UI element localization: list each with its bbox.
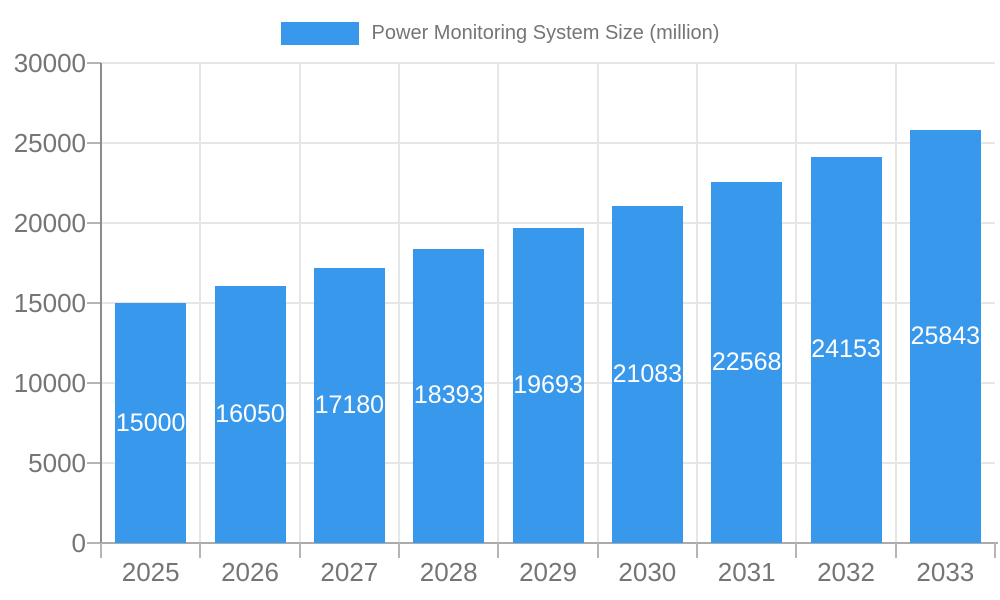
- y-tick-label: 15000: [13, 288, 86, 318]
- bar-value-label: 22568: [711, 347, 782, 376]
- bar-2026[interactable]: 16050: [214, 286, 286, 543]
- gridline-v: [795, 63, 798, 543]
- y-tick-label: 25000: [13, 128, 86, 158]
- bar-2025[interactable]: 15000: [115, 303, 187, 543]
- bar-value-label: 16050: [215, 400, 285, 429]
- gridline-v: [398, 63, 400, 543]
- gridline-v: [298, 63, 301, 543]
- legend-swatch: [280, 21, 359, 45]
- y-tick-label: 30000: [13, 48, 86, 78]
- x-tick-label-2025: 2025: [121, 557, 180, 587]
- x-tick-label-2033: 2033: [916, 557, 975, 587]
- gridline-h: [101, 222, 995, 224]
- x-tick-mark: [894, 543, 897, 558]
- x-axis-line: [101, 542, 998, 544]
- y-tick-mark: [87, 462, 101, 464]
- y-tick-label: 0: [71, 528, 86, 558]
- bar-value-label: 19693: [513, 370, 583, 399]
- x-tick-label-2026: 2026: [221, 557, 279, 587]
- x-tick-label-2030: 2030: [618, 557, 677, 587]
- y-tick-mark: [87, 302, 101, 304]
- y-tick-mark: [87, 542, 101, 544]
- y-tick-mark: [87, 222, 101, 224]
- x-tick-mark: [100, 543, 102, 558]
- legend[interactable]: Power Monitoring System Size (million): [0, 18, 1000, 48]
- x-tick-mark: [199, 543, 202, 558]
- y-tick-label: 20000: [13, 208, 86, 238]
- gridline-v: [199, 63, 202, 543]
- bar-2028[interactable]: 18393: [413, 248, 485, 543]
- x-tick-mark: [596, 543, 599, 558]
- x-tick-mark: [696, 543, 698, 558]
- x-tick-label-2031: 2031: [717, 557, 776, 587]
- gridline-h: [101, 142, 995, 144]
- x-tick-mark: [298, 543, 301, 558]
- legend-label: Power Monitoring System Size (million): [371, 21, 720, 44]
- x-tick-mark: [398, 543, 400, 558]
- x-tick-label-2027: 2027: [320, 557, 379, 587]
- x-tick-label-2028: 2028: [419, 557, 478, 587]
- bar-value-label: 24153: [811, 335, 881, 364]
- x-tick-mark: [994, 543, 996, 558]
- bar-2027[interactable]: 17180: [313, 268, 385, 543]
- x-tick-mark: [497, 543, 500, 558]
- x-tick-label-2029: 2029: [519, 557, 577, 587]
- y-axis-line: [100, 63, 102, 543]
- x-tick-label-2032: 2032: [817, 557, 875, 587]
- y-tick-label: 10000: [13, 368, 86, 398]
- gridline-v: [894, 63, 897, 543]
- gridline-v: [596, 63, 599, 543]
- y-tick-label: 5000: [28, 448, 86, 478]
- bar-value-label: 25843: [910, 321, 981, 350]
- gridline-h: [101, 62, 995, 64]
- bar-2032[interactable]: 24153: [810, 156, 882, 543]
- bar-value-label: 18393: [413, 381, 484, 410]
- bar-value-label: 17180: [314, 391, 385, 420]
- y-tick-mark: [87, 382, 101, 384]
- gridline-v: [696, 63, 698, 543]
- gridline-v: [497, 63, 500, 543]
- bar-2029[interactable]: 19693: [512, 227, 584, 543]
- y-tick-mark: [87, 142, 101, 144]
- y-tick-mark: [87, 62, 101, 64]
- bar-value-label: 21083: [612, 359, 683, 388]
- bar-2031[interactable]: 22568: [711, 181, 783, 543]
- x-tick-mark: [795, 543, 798, 558]
- bar-2033[interactable]: 25843: [909, 129, 981, 543]
- bar-2030[interactable]: 21083: [611, 205, 683, 543]
- bar-value-label: 15000: [115, 408, 186, 437]
